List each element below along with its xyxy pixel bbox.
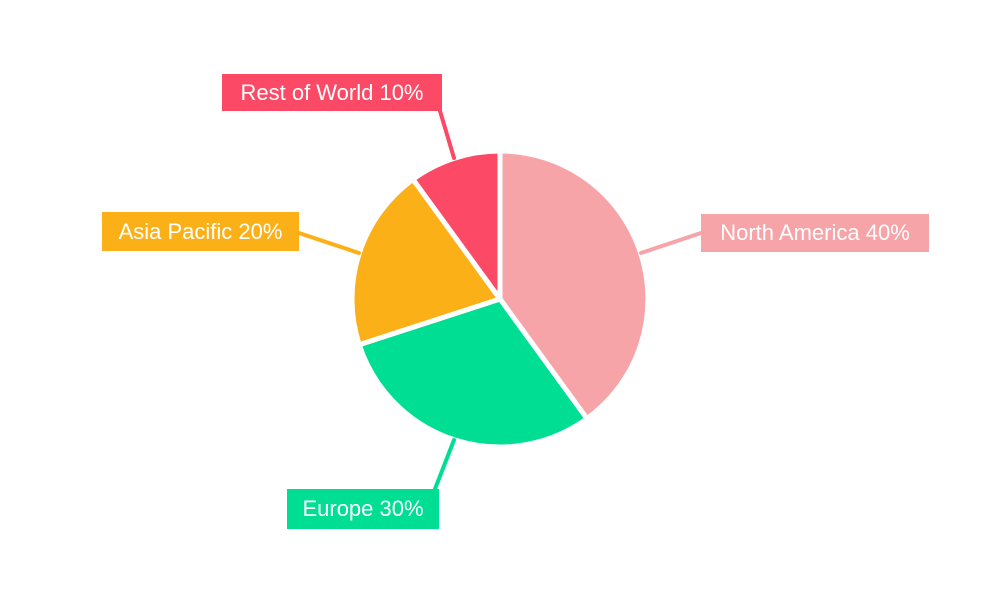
leader-line-north-america (639, 231, 703, 255)
label-badge-europe: Europe 30% (287, 489, 439, 529)
leader-line-asia-pacific (297, 231, 361, 255)
label-badge-rest-of-world: Rest of World 10% (222, 74, 442, 111)
leader-line-rest-of-world (438, 109, 456, 160)
label-badge-north-america: North America 40% (701, 214, 929, 252)
leader-line-europe (433, 438, 456, 491)
label-badge-asia-pacific: Asia Pacific 20% (102, 212, 299, 251)
